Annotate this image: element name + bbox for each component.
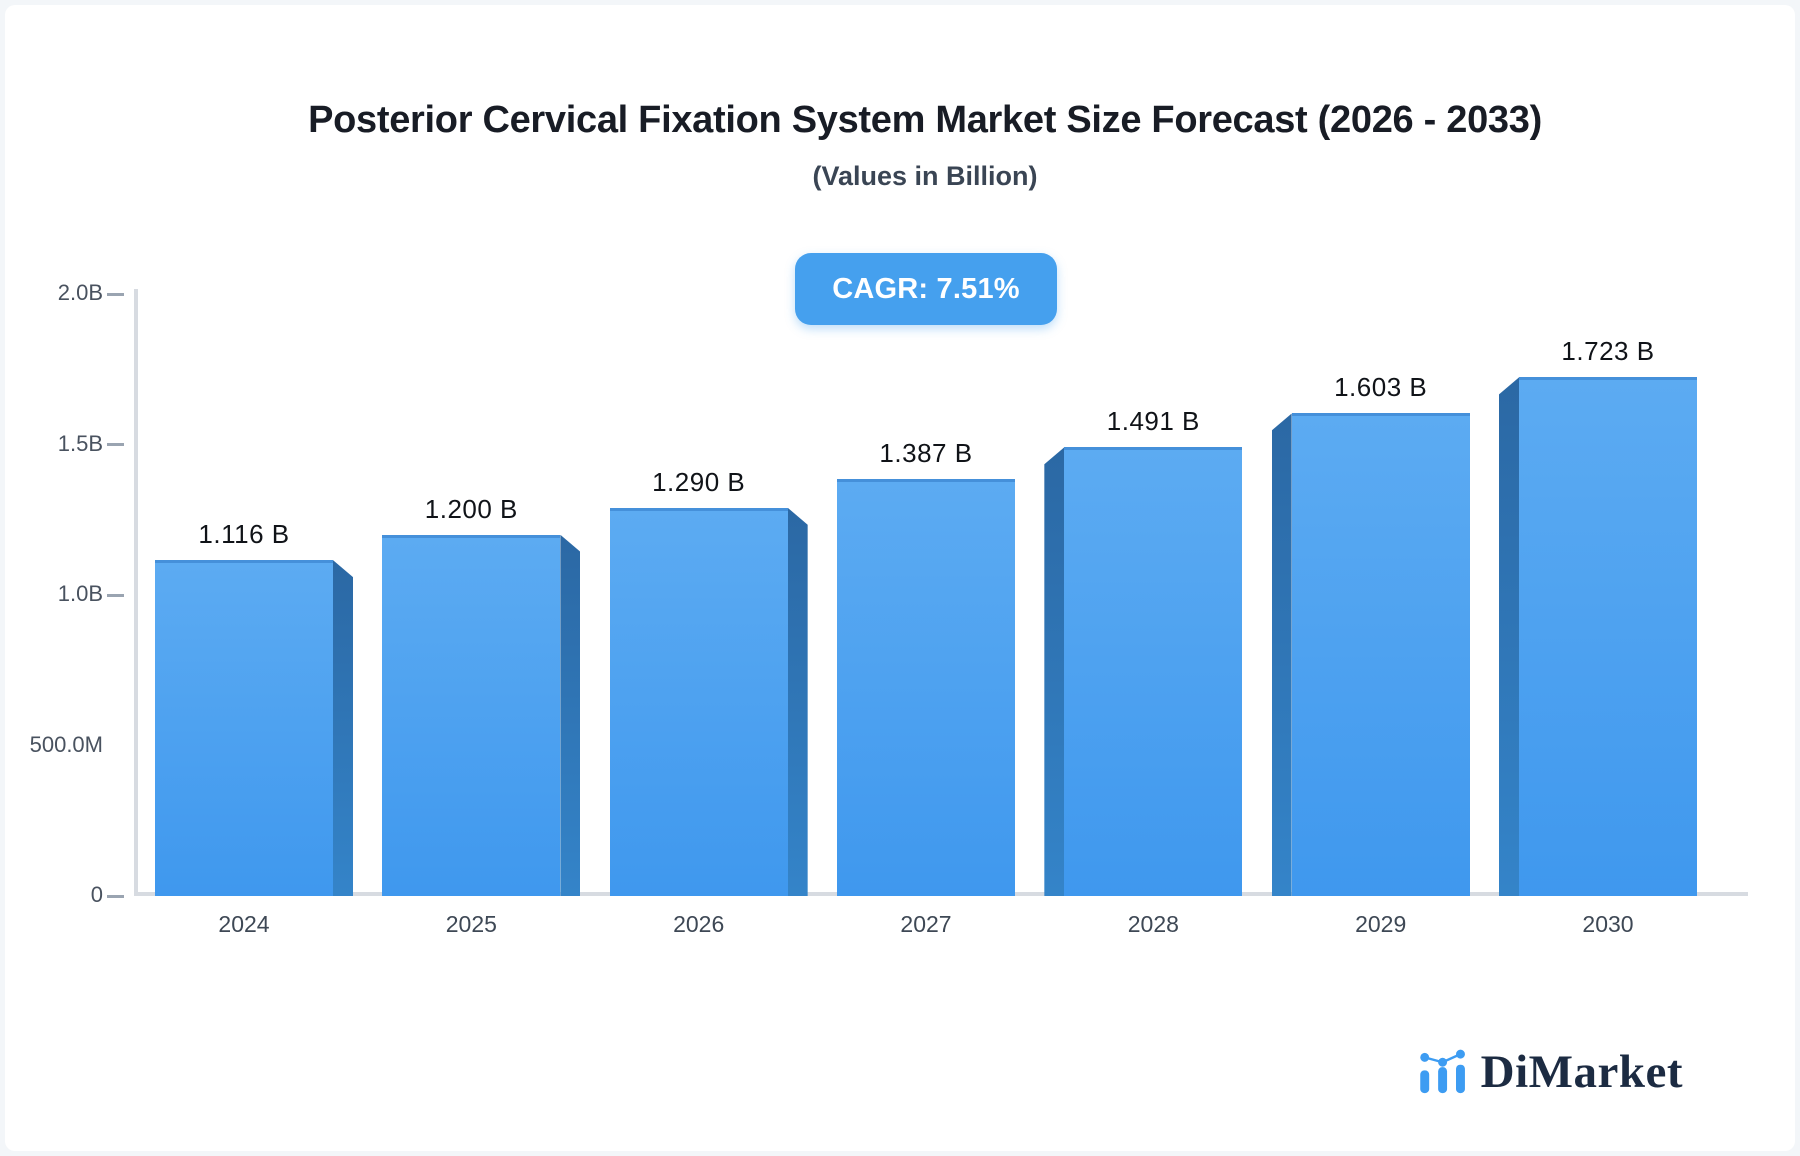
x-axis-label-2026: 2026 <box>673 911 725 937</box>
bar-value-label-2025: 1.200 B <box>424 493 518 524</box>
x-axis-label-2029: 2029 <box>1355 911 1407 937</box>
y-tick-label: 1.0B <box>57 581 103 606</box>
bar-value-label-2030: 1.723 B <box>1561 336 1655 367</box>
chart-card: Posterior Cervical Fixation System Marke… <box>5 5 1795 1151</box>
bar-value-label-2026: 1.290 B <box>652 466 746 497</box>
chart-subtitle: (Values in Billion) <box>812 161 1038 191</box>
bar-2024[interactable] <box>155 560 333 896</box>
y-tick-label: 500.0M <box>29 731 103 757</box>
x-axis-label-2028: 2028 <box>1127 911 1179 937</box>
y-tick-label: 1.5B <box>57 430 103 456</box>
bar-value-label-2029: 1.603 B <box>1334 372 1428 403</box>
bar-2030[interactable] <box>1519 377 1697 896</box>
bar-2030-side-face <box>1499 377 1519 896</box>
cagr-badge: CAGR: 7.51% <box>795 253 1057 325</box>
y-tick-mark <box>107 593 124 597</box>
bar-2026[interactable] <box>609 507 788 896</box>
x-axis-label-2025: 2025 <box>445 911 497 937</box>
y-tick-label: 2.0B <box>57 280 103 305</box>
y-tick-mark <box>107 443 124 446</box>
bar-2026-side-face <box>787 507 808 896</box>
bar-2028[interactable] <box>1064 447 1243 896</box>
y-tick-mark <box>107 292 124 296</box>
bar-value-label-2027: 1.387 B <box>879 437 973 468</box>
brand-logo-text: DiMarket <box>1480 1046 1683 1098</box>
y-axis-line <box>134 289 138 896</box>
bar-2024-side-face <box>333 560 353 896</box>
bar-value-label-2028: 1.491 B <box>1106 406 1200 437</box>
x-axis-label-2030: 2030 <box>1582 911 1634 937</box>
bar-2028-side-face <box>1044 447 1065 896</box>
bar-2025-side-face <box>560 534 581 896</box>
bar-value-label-2024: 1.116 B <box>198 519 290 550</box>
x-axis-label-2027: 2027 <box>900 911 952 937</box>
brand-logo-icon <box>1419 1049 1465 1094</box>
y-tick-mark <box>107 894 124 898</box>
chart-title: Posterior Cervical Fixation System Marke… <box>308 99 1542 141</box>
bar-2029-side-face <box>1271 413 1292 896</box>
x-axis-label-2024: 2024 <box>218 911 270 937</box>
brand-logo: DiMarket <box>1417 1045 1683 1099</box>
bar-2025[interactable] <box>382 534 561 896</box>
cagr-badge-label: CAGR: 7.51% <box>832 272 1020 305</box>
bar-2027[interactable] <box>837 478 1015 896</box>
y-tick-label: 0 <box>90 882 103 907</box>
bar-2029[interactable] <box>1291 413 1470 896</box>
